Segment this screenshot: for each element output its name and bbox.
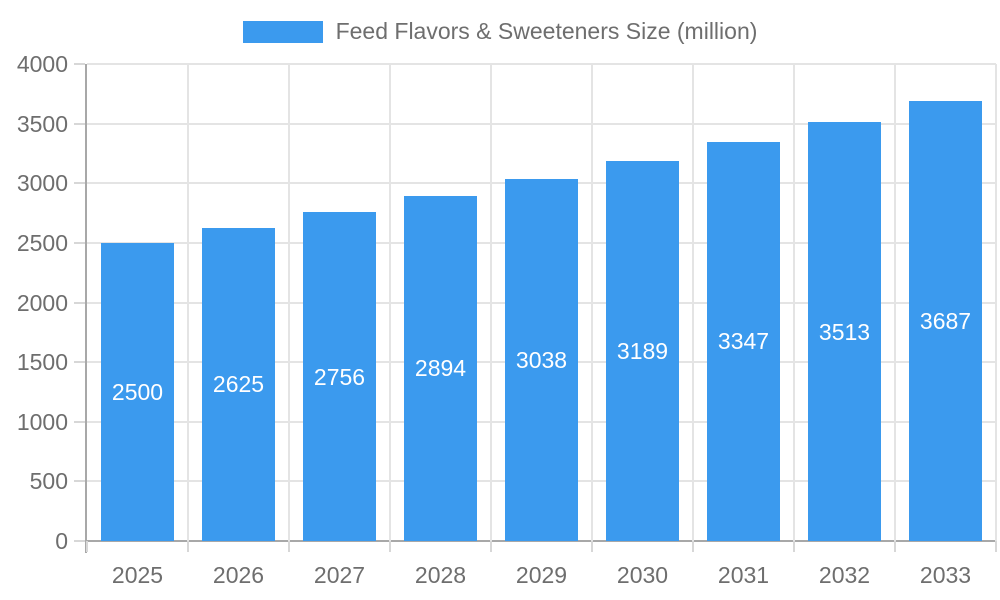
x-axis-tick-label: 2028	[414, 562, 467, 588]
x-axis-tick-label: 2027	[313, 562, 366, 588]
x-axis-tick	[692, 541, 694, 552]
y-axis-tick	[74, 540, 85, 542]
bar: 2894	[404, 195, 477, 541]
gridline-horizontal	[87, 63, 996, 65]
bar: 2625	[202, 227, 275, 541]
bar-value-label: 3347	[717, 328, 770, 355]
x-axis-tick	[490, 541, 492, 552]
chart-legend-item[interactable]: Feed Flavors & Sweeteners Size (million)	[0, 18, 1000, 45]
y-axis-tick	[74, 361, 85, 364]
gridline-vertical	[793, 64, 795, 541]
bar: 3687	[909, 101, 982, 541]
gridline-horizontal	[87, 122, 996, 125]
bar-value-label: 3687	[919, 308, 972, 335]
x-axis-tick	[793, 541, 795, 552]
x-axis-tick	[389, 541, 391, 552]
gridline-vertical	[894, 64, 896, 541]
gridline-vertical	[288, 64, 290, 541]
y-axis-tick-label: 2500	[16, 229, 68, 256]
gridline-vertical	[692, 64, 694, 541]
x-axis-tick-label: 2025	[111, 562, 164, 588]
x-axis-tick-label: 2029	[515, 562, 568, 588]
x-axis-tick	[591, 541, 593, 552]
gridline-vertical	[995, 64, 997, 541]
plot-area: 0 500 1000 1500 2000 2500 3000 3500 4000 2500 2025…	[17, 51, 997, 588]
bar-value-label: 2500	[111, 378, 164, 405]
bar-value-label: 3038	[515, 346, 568, 373]
bar-value-label: 3189	[616, 337, 669, 364]
bar: 3189	[606, 160, 679, 541]
y-axis-tick-label: 2000	[16, 289, 68, 316]
gridline-vertical	[389, 64, 391, 541]
y-axis-tick	[74, 241, 85, 244]
x-axis-tick	[288, 541, 290, 552]
y-axis-tick-label: 0	[55, 528, 68, 554]
y-axis-tick-label: 4000	[16, 51, 68, 77]
y-axis-tick	[74, 182, 85, 185]
bar-value-label: 2756	[313, 363, 366, 390]
y-axis-tick	[74, 420, 85, 423]
bar: 2756	[303, 212, 376, 541]
bar-value-label: 2894	[414, 355, 467, 382]
y-axis-tick-label: 1500	[16, 349, 68, 376]
y-axis-line	[85, 64, 87, 553]
bar: 3038	[505, 178, 578, 541]
x-axis-line	[85, 540, 996, 542]
x-axis-tick	[995, 541, 997, 552]
y-axis-tick	[74, 63, 85, 65]
x-axis-tick-label: 2026	[212, 562, 265, 588]
x-axis-tick-label: 2032	[818, 562, 871, 588]
gridline-vertical	[591, 64, 593, 541]
x-axis-tick-label: 2033	[919, 562, 972, 588]
y-axis-tick	[74, 122, 85, 125]
x-axis-tick	[86, 541, 88, 552]
legend-label: Feed Flavors & Sweeteners Size (million)	[335, 18, 758, 44]
y-axis-tick-label: 500	[29, 468, 68, 495]
bar: 3347	[707, 141, 780, 541]
y-axis-tick-label: 3000	[16, 170, 68, 197]
gridline-vertical	[187, 64, 189, 541]
x-axis-tick-label: 2030	[616, 562, 669, 588]
x-axis-tick-label: 2031	[717, 562, 770, 588]
bar-value-label: 2625	[212, 371, 265, 398]
bar: 3513	[808, 122, 881, 541]
gridline-vertical	[490, 64, 492, 541]
y-axis-tick	[74, 301, 85, 304]
y-axis-tick-label: 1000	[16, 408, 68, 435]
legend-swatch-icon	[242, 20, 323, 43]
y-axis-tick	[74, 480, 85, 483]
bar: 2500	[101, 242, 174, 541]
bar-value-label: 3513	[818, 318, 871, 345]
x-axis-tick	[894, 541, 896, 552]
x-axis-tick	[187, 541, 189, 552]
y-axis-tick-label: 3500	[16, 110, 68, 137]
